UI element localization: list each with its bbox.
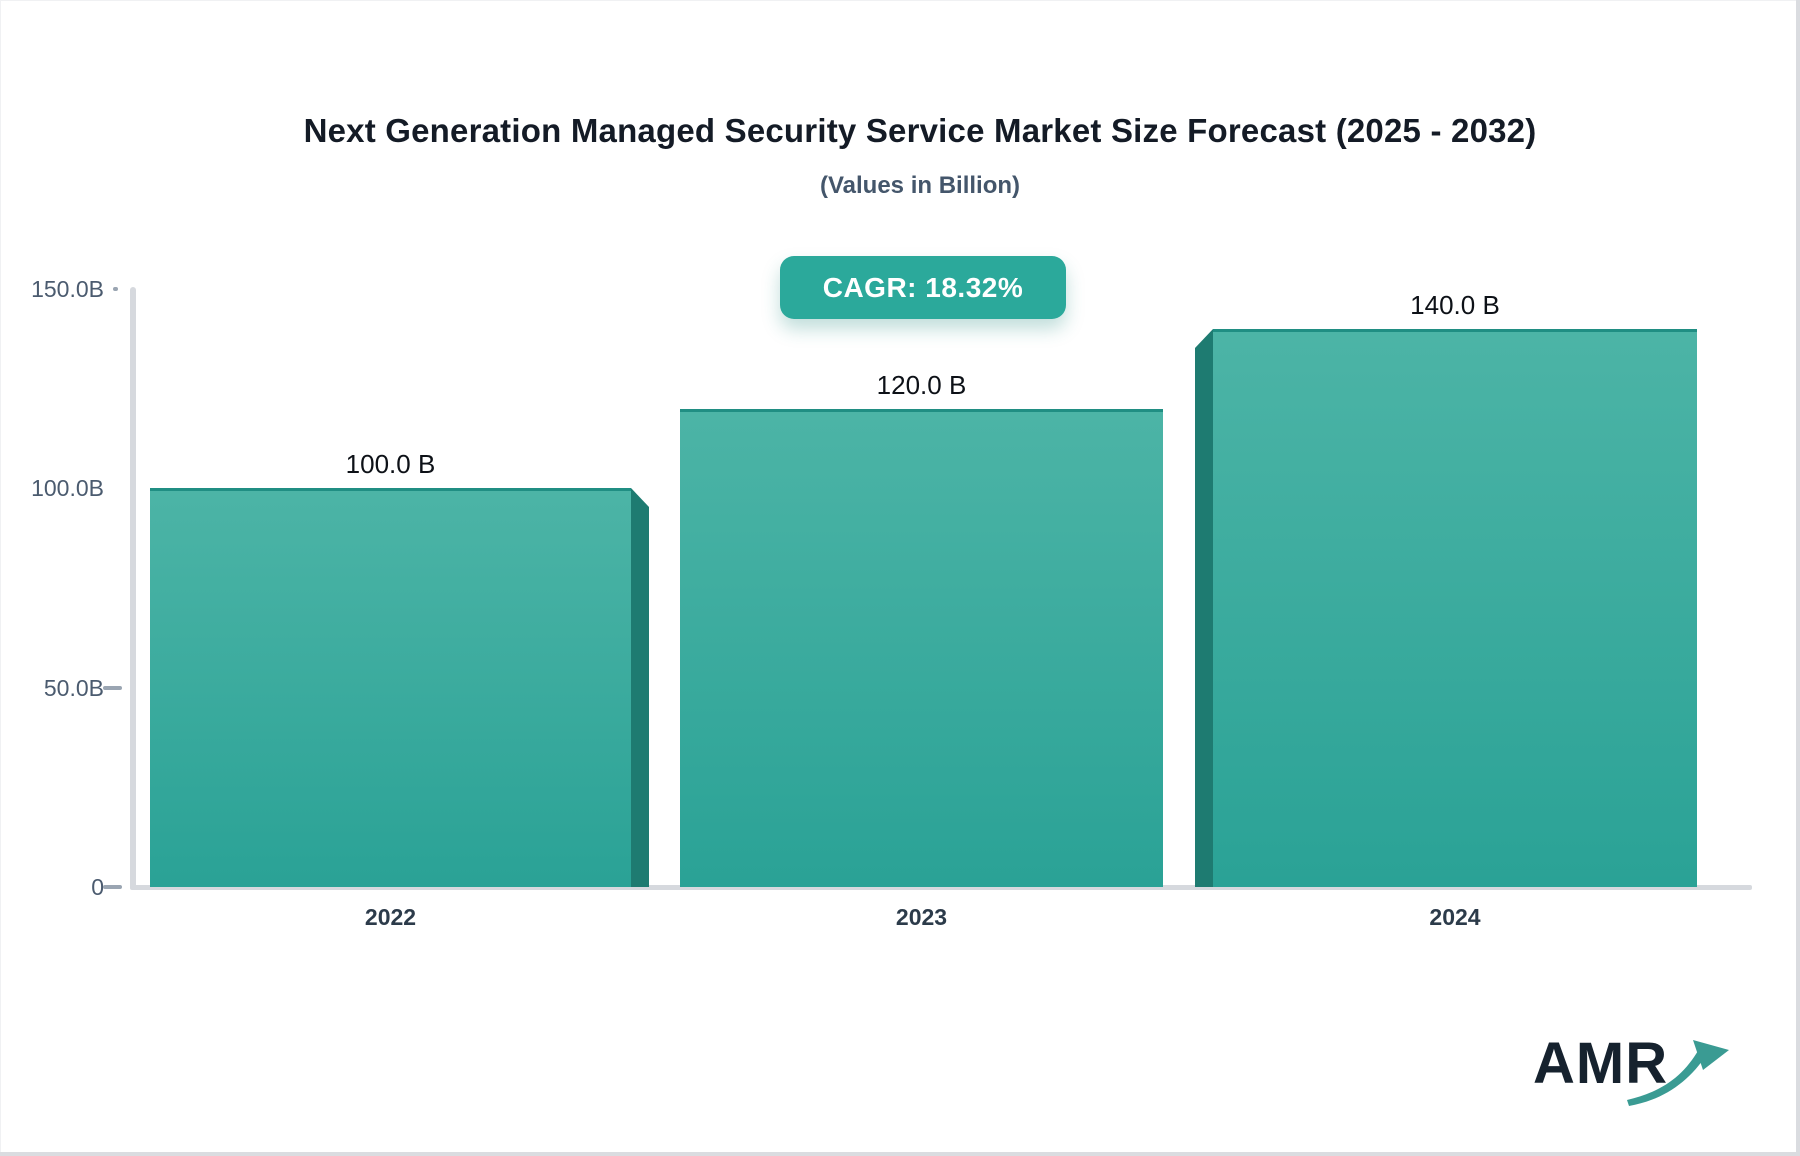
- bar-value-2024: 140.0 B: [1410, 290, 1500, 320]
- y-tick-mark: [113, 287, 118, 291]
- x-tick-2022: 2022: [364, 904, 417, 930]
- y-tick-mark: [103, 685, 122, 690]
- bar-2023: [680, 409, 1163, 887]
- bar-2022: [150, 488, 631, 887]
- bar-value-2022: 100.0 B: [345, 449, 436, 479]
- bar-value-2023: 120.0 B: [876, 370, 967, 400]
- chart-title: Next Generation Managed Security Service…: [303, 112, 1537, 149]
- window-edge-right: [1796, 0, 1800, 1156]
- amr-logo: AMR: [1533, 1030, 1753, 1120]
- x-tick-2024: 2024: [1429, 904, 1481, 930]
- chart-subtitle: (Values in Billion): [819, 172, 1021, 199]
- y-axis-line: [130, 287, 136, 890]
- bar-2024: [1213, 329, 1697, 887]
- cagr-badge-label: CAGR: 18.32%: [822, 271, 1024, 303]
- y-tick-label: 100.0B: [31, 475, 104, 502]
- amr-logo-text: AMR: [1533, 1031, 1669, 1096]
- bar-2024-side: [1195, 329, 1213, 887]
- y-tick-label: 50.0B: [43, 674, 104, 701]
- y-tick-label: 0: [91, 874, 104, 900]
- cagr-badge: CAGR: 18.32%: [780, 256, 1066, 319]
- bar-2022-side: [631, 488, 649, 887]
- window-edge-bottom: [0, 1152, 1800, 1156]
- x-tick-2023: 2023: [895, 904, 948, 930]
- x-axis-line: [130, 885, 1752, 890]
- y-tick-label: 150.0B: [31, 276, 104, 302]
- trending-up-arrow-icon: [1627, 1040, 1729, 1106]
- y-tick-mark: [103, 885, 122, 889]
